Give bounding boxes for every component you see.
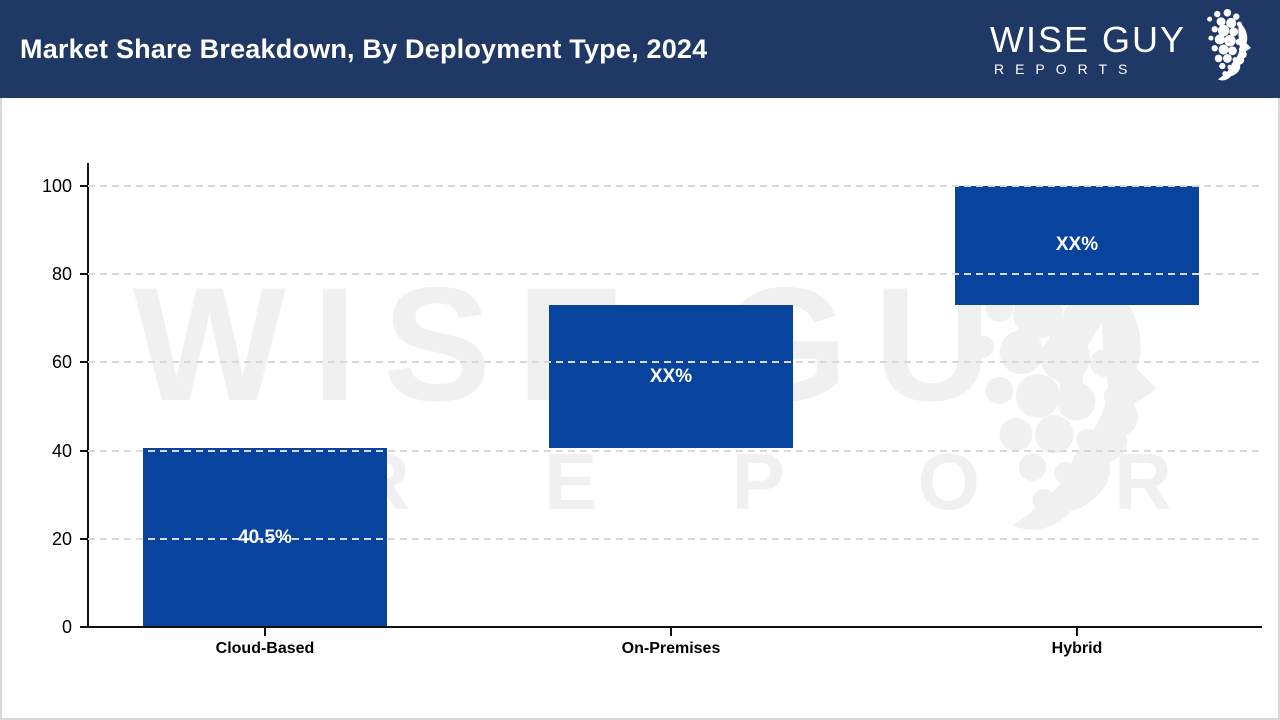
bar-value-label: XX% <box>1055 234 1099 256</box>
x-category-label: Cloud-Based <box>215 640 315 657</box>
brand-subtitle: REPORTS <box>993 61 1139 77</box>
bottom-edge-line <box>0 718 1280 720</box>
y-tick-label: 40 <box>51 440 72 461</box>
x-tick-mark <box>1076 628 1078 636</box>
y-tick-label: 80 <box>51 264 72 284</box>
bar-cloud-based <box>143 448 387 627</box>
left-edge-line <box>0 98 2 720</box>
y-tick-label: 60 <box>51 352 72 373</box>
y-tick-label: 0 <box>61 617 72 637</box>
gridline-y100 <box>88 184 1262 187</box>
gridline-y40 <box>88 449 1262 452</box>
bar-on-premises <box>549 304 793 449</box>
page-title: Market Share Breakdown, By Deployment Ty… <box>20 33 708 64</box>
y-tick-mark <box>80 626 88 628</box>
y-tick-label: 100 <box>41 175 72 196</box>
x-tick-mark <box>264 628 266 636</box>
gridline-y20 <box>88 537 1262 540</box>
right-edge-line <box>1278 98 1280 720</box>
x-category-label: Hybrid <box>1051 640 1103 657</box>
y-tick-mark <box>80 184 88 187</box>
gridline-y60 <box>88 361 1262 364</box>
y-axis-spine <box>87 163 89 628</box>
bar-value-label: 40.5% <box>238 526 292 548</box>
y-tick-mark <box>80 449 88 452</box>
y-tick-mark <box>80 361 88 364</box>
x-tick-mark <box>670 628 672 636</box>
brand-wordmark: WISE GUY REPORTS <box>989 19 1186 77</box>
bar-value-label: XX% <box>649 365 693 387</box>
y-tick-label: 20 <box>51 528 72 549</box>
brand-name: WISE GUY <box>989 19 1186 60</box>
gridline-y80 <box>88 273 1262 275</box>
brand-logo: WISE GUY REPORTS <box>990 6 1254 93</box>
header: Market Share Breakdown, By Deployment Ty… <box>0 0 1280 98</box>
y-tick-mark <box>80 537 88 540</box>
x-category-label: On-Premises <box>621 640 721 657</box>
y-tick-mark <box>80 273 88 275</box>
x-axis-spine <box>87 626 1262 628</box>
wiseguy-dot-head-icon <box>1178 6 1254 93</box>
